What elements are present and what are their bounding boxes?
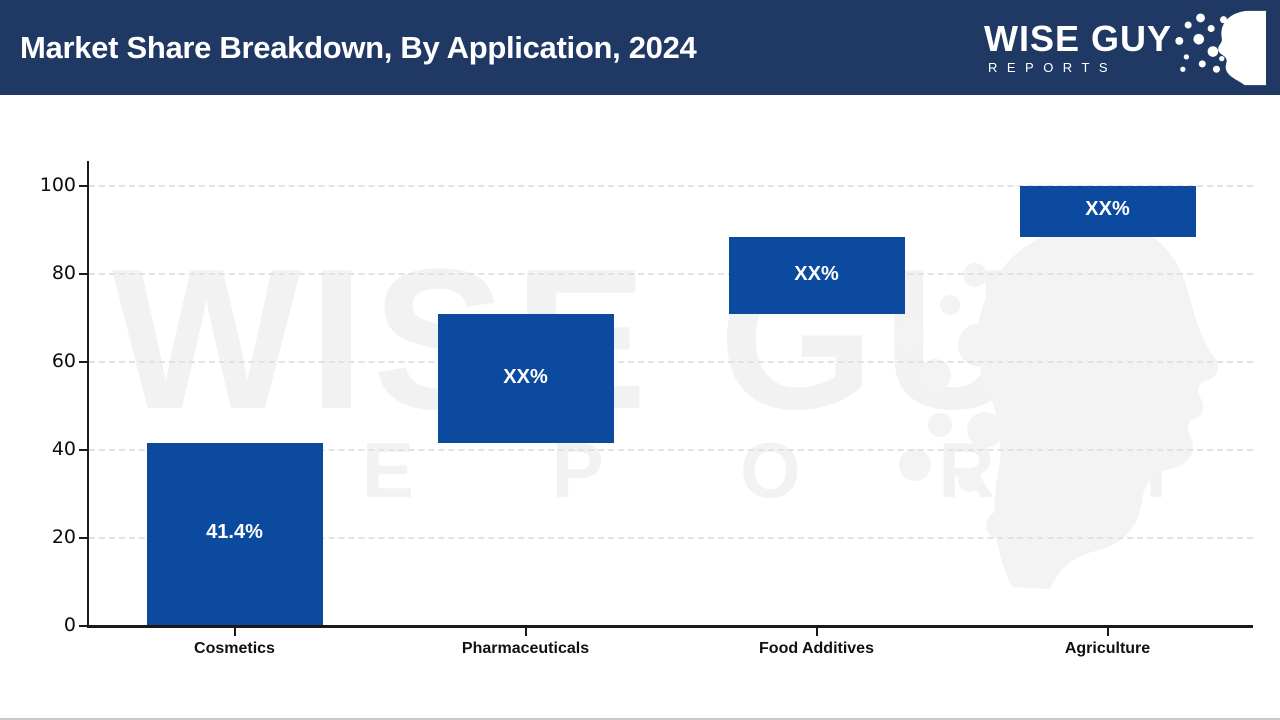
x-tick-pharmaceuticals xyxy=(524,627,527,636)
logo-subtext: REPORTS xyxy=(987,59,1118,75)
wiseguy-logo: WISE GUY REPORTS xyxy=(984,9,1266,87)
bar-pharmaceuticals xyxy=(437,313,614,444)
gridline-100 xyxy=(89,184,1253,187)
y-tick-80 xyxy=(79,272,88,275)
x-tick-agriculture xyxy=(1106,627,1109,636)
y-tick-40 xyxy=(79,448,88,451)
watermark-face-icon xyxy=(896,221,1219,589)
bar-label-pharmaceuticals: XX% xyxy=(503,365,548,388)
bar-label-agriculture: XX% xyxy=(1085,198,1130,221)
gridline-40 xyxy=(89,448,1253,451)
bar-label-food-additives: XX% xyxy=(794,262,839,285)
y-tick-label-60: 60 xyxy=(51,349,76,372)
gridline-60 xyxy=(89,360,1253,363)
x-label-cosmetics: Cosmetics xyxy=(194,639,275,657)
bar-label-cosmetics: 41.4% xyxy=(206,521,263,544)
header-bar: Market Share Breakdown, By Application, … xyxy=(0,0,1280,95)
y-tick-label-80: 80 xyxy=(51,261,76,284)
x-axis-line xyxy=(87,624,1253,628)
y-tick-label-40: 40 xyxy=(51,437,76,460)
x-label-pharmaceuticals: Pharmaceuticals xyxy=(461,639,590,657)
chart-title: Market Share Breakdown, By Application, … xyxy=(20,29,697,65)
y-tick-0 xyxy=(79,624,88,627)
y-tick-20 xyxy=(79,536,88,539)
y-tick-label-100: 100 xyxy=(39,173,76,196)
x-tick-food-additives xyxy=(815,627,818,636)
bar-agriculture xyxy=(1019,185,1196,238)
y-tick-100 xyxy=(79,184,88,187)
bar-food-additives xyxy=(728,237,905,314)
y-tick-60 xyxy=(79,360,88,363)
x-label-food-additives: Food Additives xyxy=(759,639,874,657)
logo-face-icon xyxy=(1175,10,1266,85)
y-axis-line xyxy=(87,161,89,628)
x-tick-cosmetics xyxy=(233,627,236,636)
y-tick-label-0: 0 xyxy=(63,613,76,636)
logo-wordmark: WISE GUY xyxy=(983,17,1172,59)
x-label-agriculture: Agriculture xyxy=(1064,639,1151,657)
y-tick-label-20: 20 xyxy=(51,525,76,548)
bar-cosmetics xyxy=(146,443,323,626)
gridline-80 xyxy=(89,272,1253,275)
chart-canvas: WISE GUY. R E P O R T S 02040608010041.4… xyxy=(0,95,1280,718)
gridline-20 xyxy=(89,536,1253,539)
logo-text: WISE GUY REPORTS xyxy=(983,17,1172,75)
